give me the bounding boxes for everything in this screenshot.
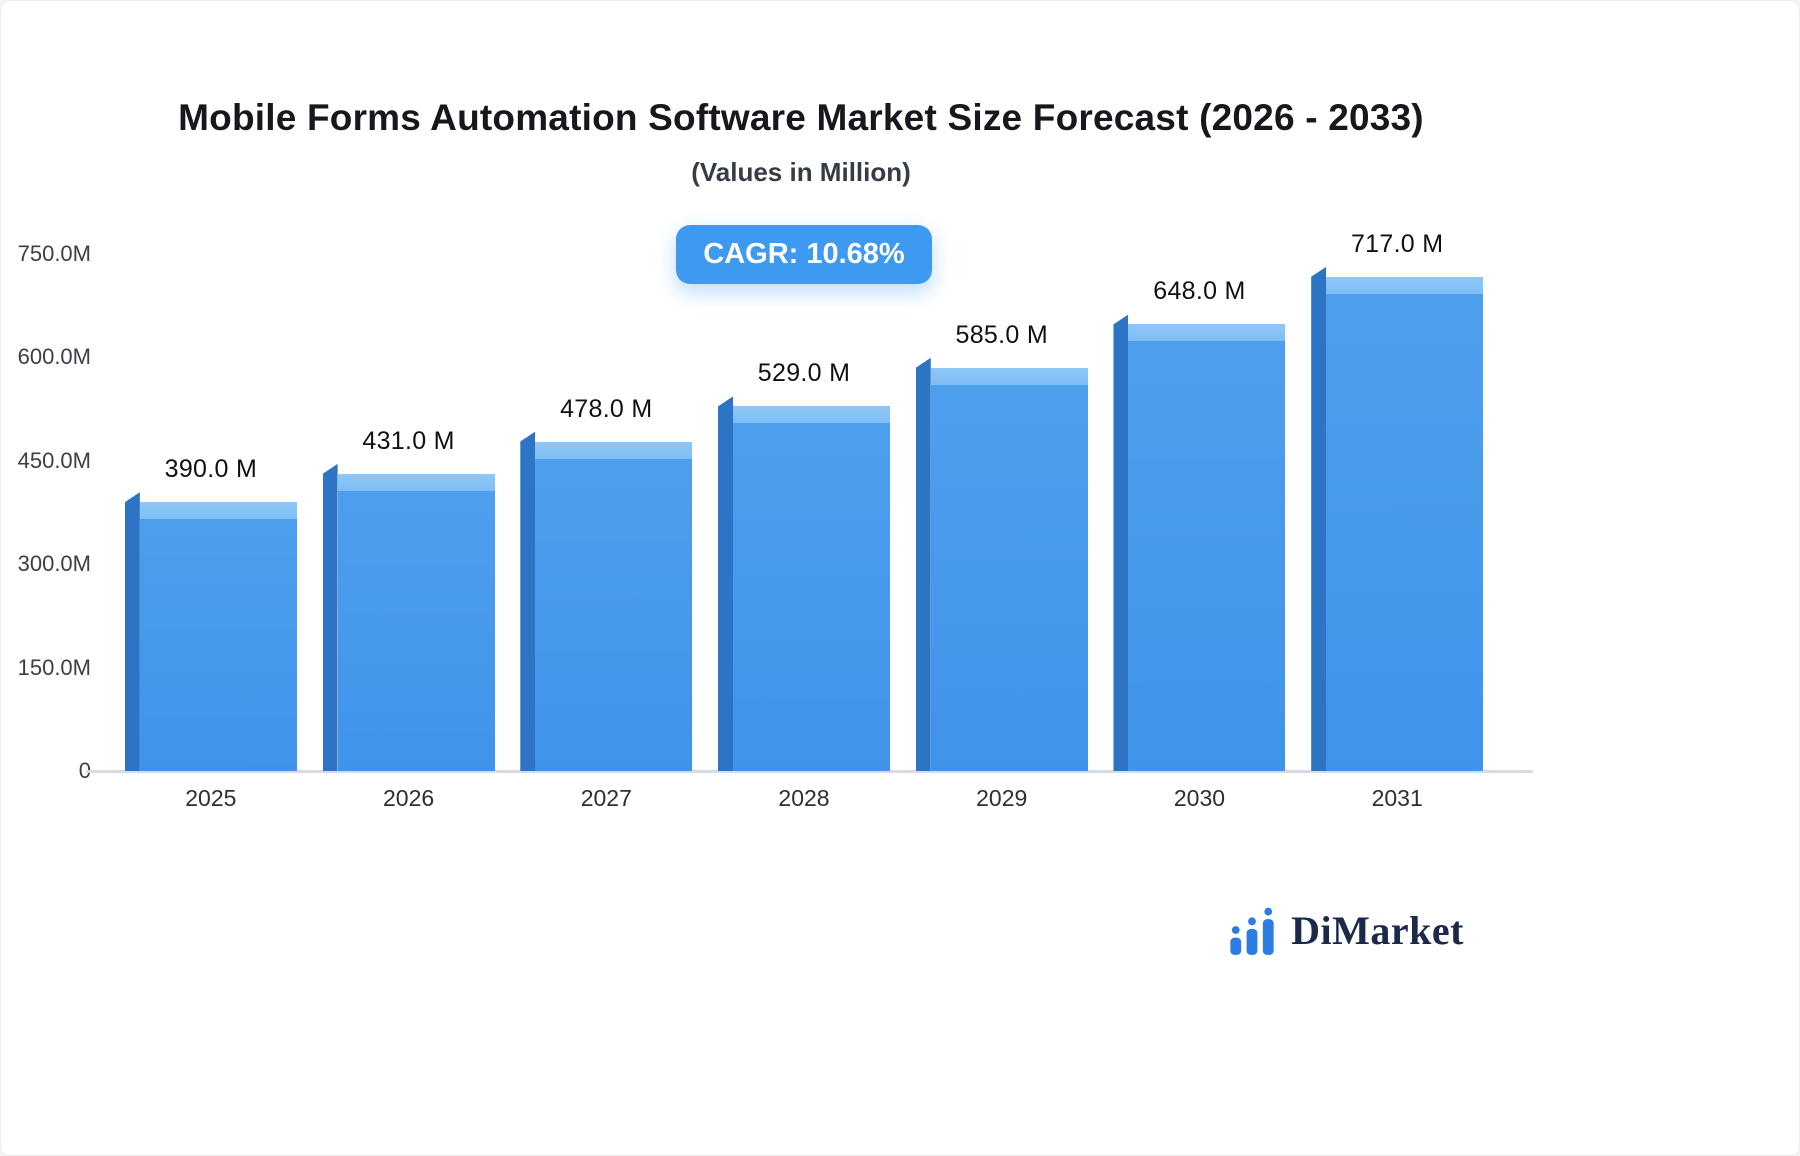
bar-slot: 717.0 M — [1298, 230, 1496, 771]
bar-slot: 648.0 M — [1101, 254, 1299, 771]
chart-title: Mobile Forms Automation Software Market … — [178, 97, 1424, 138]
bar-value-label: 390.0 M — [164, 455, 258, 484]
brand-name: DiMarket — [1291, 907, 1464, 953]
bar-slot: 390.0 M — [112, 254, 310, 771]
y-axis-label: 450.0M — [17, 447, 91, 473]
bar-slot: 585.0 M — [903, 254, 1101, 771]
bar-side-face — [322, 463, 338, 771]
bar-value-label: 648.0 M — [1153, 277, 1246, 306]
x-axis-label: 2030 — [1173, 785, 1226, 811]
bar-slot: 478.0 M — [507, 254, 705, 771]
y-axis-label: 0 — [78, 758, 91, 783]
bar-side-face — [520, 431, 536, 771]
bar-slot: 529.0 M — [705, 254, 903, 771]
x-axis-label: 2026 — [382, 785, 435, 811]
bar-front-face — [139, 502, 297, 771]
bar-front-face — [535, 441, 693, 771]
bar-value-label: 478.0 M — [560, 394, 653, 423]
y-axis-label: 150.0M — [17, 654, 91, 680]
bar-front-face — [733, 406, 891, 771]
bar-front-face — [1128, 324, 1286, 771]
x-axis-label: 2028 — [778, 785, 830, 811]
bar-value-label: 529.0 M — [757, 359, 851, 388]
dimarket-bars-icon — [1230, 907, 1274, 955]
x-axis-labels: 2025 2026 2027 2028 2029 2030 2031 — [112, 785, 1496, 812]
x-axis-line — [86, 770, 1533, 773]
x-axis-label: 2029 — [976, 785, 1028, 811]
brand-logo: DiMarket — [1226, 904, 1464, 956]
bar-front-face — [930, 367, 1088, 771]
bar-front-face — [1326, 276, 1484, 771]
bar-side-face — [915, 357, 931, 771]
bar — [1113, 314, 1286, 771]
bar-value-label: 717.0 M — [1350, 229, 1444, 258]
bar-value-label: 431.0 M — [362, 426, 455, 455]
bar-slot: 431.0 M — [310, 254, 508, 771]
bars-row: 390.0 M 431.0 M 478.0 M 529.0 M 585.0 M 648.0… — [112, 230, 1496, 771]
x-axis-label: 2025 — [185, 785, 237, 811]
bar-side-face — [1113, 314, 1129, 771]
bar — [322, 463, 495, 771]
bar-side-face — [124, 492, 140, 771]
bar-value-label: 585.0 M — [955, 320, 1048, 349]
bar — [520, 431, 693, 771]
chart-subtitle: (Values in Million) — [691, 157, 911, 187]
y-axis-label: 600.0M — [17, 344, 91, 370]
bar — [1311, 266, 1484, 771]
bar-front-face — [337, 473, 495, 771]
cagr-badge-row: CAGR: 10.68% — [112, 225, 1496, 284]
bar — [718, 396, 891, 771]
x-axis-label: 2027 — [580, 785, 632, 811]
bar — [124, 492, 297, 771]
bar-side-face — [718, 396, 734, 771]
bar-side-face — [1311, 266, 1327, 771]
cagr-badge: CAGR: 10.68% — [676, 225, 932, 284]
chart-header: Mobile Forms Automation Software Market … — [106, 97, 1496, 188]
y-axis-label: 300.0M — [17, 551, 91, 577]
x-axis-label: 2031 — [1371, 785, 1423, 811]
bar — [915, 357, 1088, 771]
y-axis: 0 150.0M 300.0M 450.0M 600.0M 750.0M — [1, 241, 91, 783]
y-axis-label: 750.0M — [17, 241, 91, 266]
